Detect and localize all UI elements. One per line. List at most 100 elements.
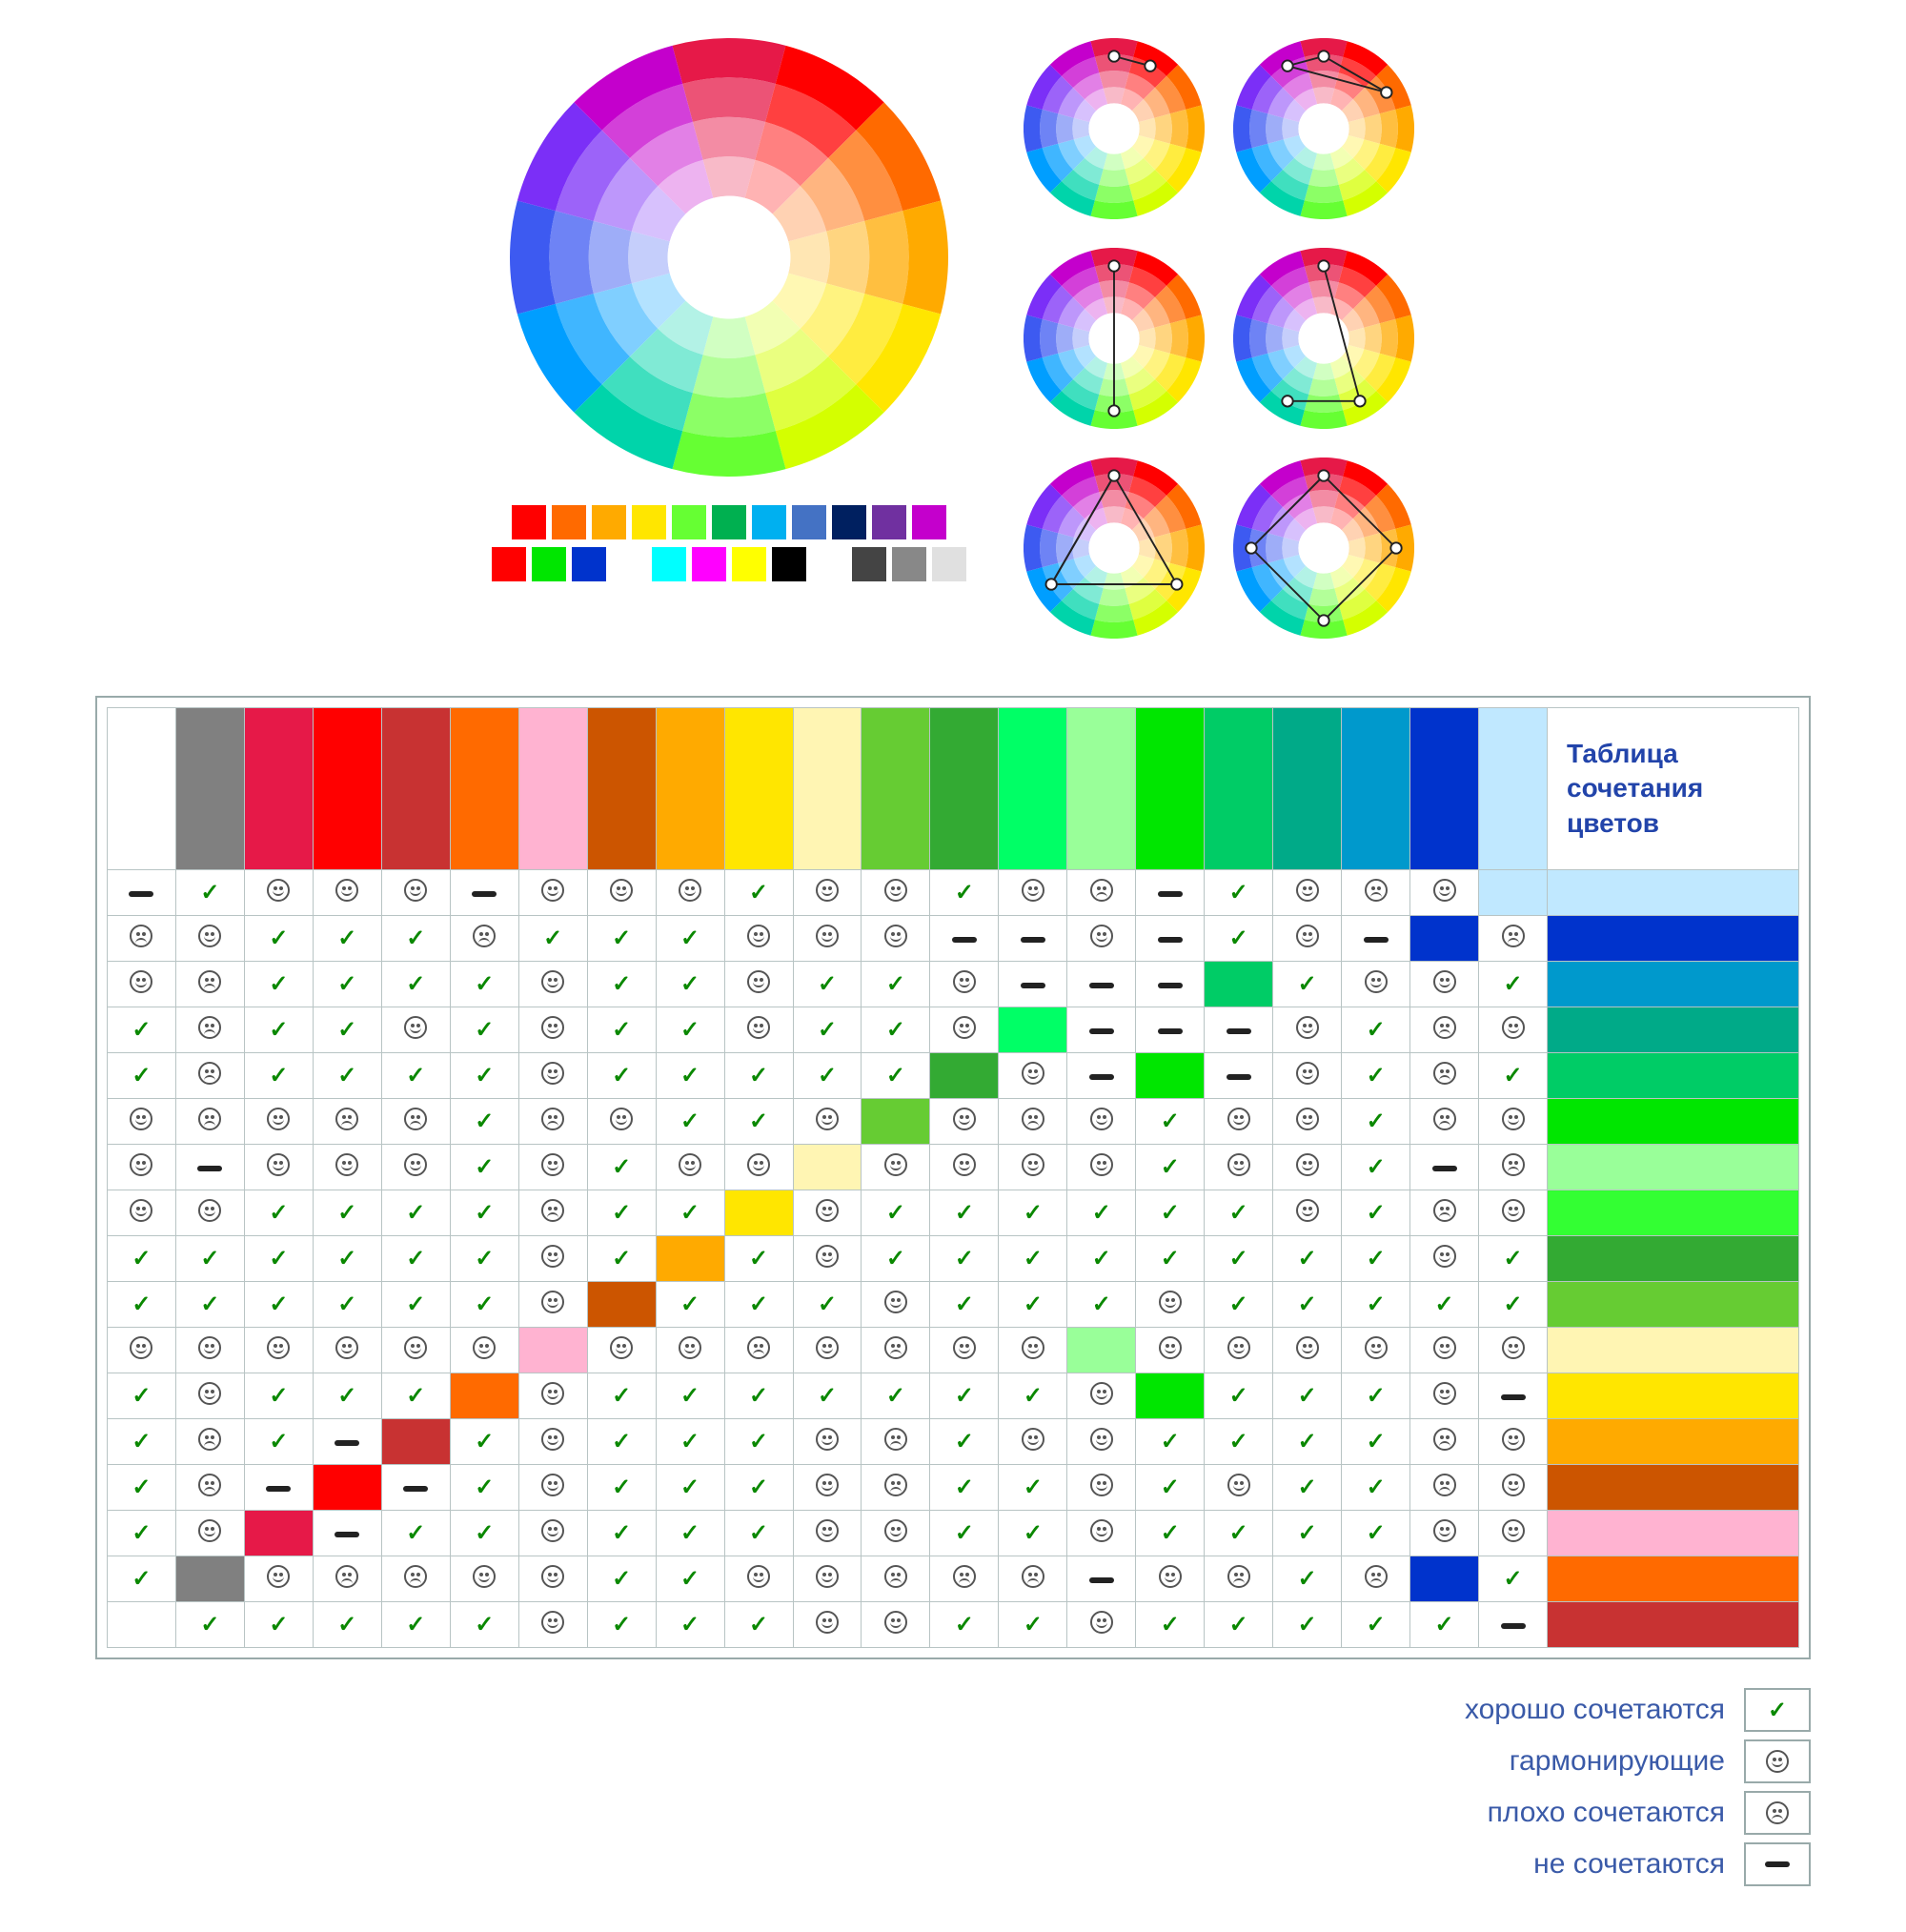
cell-2-4: ✓ [381,962,450,1007]
col-header-4 [381,708,450,870]
legend-row-1: гармонирующие [1239,1739,1811,1783]
cell-8-6 [518,1236,587,1282]
legend-row-3: не сочетаются [1239,1842,1811,1886]
swatch-0-2 [592,505,626,539]
cell-11-11: ✓ [862,1373,930,1419]
cell-2-19 [1410,962,1479,1007]
scheme-split-complementary [1233,248,1414,429]
legend-label: гармонирующие [1510,1745,1725,1778]
cell-14-19 [1410,1511,1479,1556]
legend-symbol [1744,1791,1811,1835]
cell-3-3: ✓ [313,1007,381,1053]
cell-16-17: ✓ [1273,1602,1342,1648]
cell-2-10: ✓ [793,962,862,1007]
color-compatibility-table: Таблица сочетания цветов✓✓✓✓✓✓✓✓✓✓✓✓✓✓✓✓… [107,707,1799,1648]
cell-2-5: ✓ [450,962,518,1007]
table-row: ✓✓✓✓✓✓✓ [108,916,1799,962]
table-title: Таблица сочетания цветов [1548,708,1799,870]
cell-2-2: ✓ [244,962,313,1007]
cell-2-13 [999,962,1067,1007]
cell-14-6 [518,1511,587,1556]
cell-16-6 [518,1602,587,1648]
cell-15-3 [313,1556,381,1602]
cell-14-14 [1067,1511,1136,1556]
cell-1-18 [1342,916,1410,962]
cell-4-5: ✓ [450,1053,518,1099]
scheme-grid [1024,38,1414,639]
cell-4-1 [175,1053,244,1099]
cell-10-15 [1136,1328,1205,1373]
cell-2-1 [175,962,244,1007]
cell-3-4 [381,1007,450,1053]
cell-7-4: ✓ [381,1190,450,1236]
cell-13-2 [244,1465,313,1511]
cell-11-2: ✓ [244,1373,313,1419]
col-header-14 [1067,708,1136,870]
cell-0-20 [1479,870,1548,916]
cell-3-0: ✓ [108,1007,176,1053]
cell-15-10 [793,1556,862,1602]
cell-11-12: ✓ [930,1373,999,1419]
cell-11-19 [1410,1373,1479,1419]
row-color-6 [1548,1145,1799,1190]
table-row: ✓✓✓✓✓ [108,1099,1799,1145]
cell-9-3: ✓ [313,1282,381,1328]
swatch-1-5 [692,547,726,581]
cell-3-17 [1273,1007,1342,1053]
cell-0-15 [1136,870,1205,916]
cell-1-14 [1067,916,1136,962]
row-color-13 [1548,1465,1799,1511]
swatch-1-8 [812,547,846,581]
cell-14-3 [313,1511,381,1556]
table-row: ✓✓✓✓✓✓✓✓✓✓✓ [108,1419,1799,1465]
swatch-rows [492,505,966,589]
cell-11-20 [1479,1373,1548,1419]
cell-6-15: ✓ [1136,1145,1205,1190]
cell-11-7: ✓ [587,1373,656,1419]
cell-13-1 [175,1465,244,1511]
cell-9-7 [587,1282,656,1328]
cell-13-19 [1410,1465,1479,1511]
cell-7-2: ✓ [244,1190,313,1236]
cell-13-5: ✓ [450,1465,518,1511]
cell-2-7: ✓ [587,962,656,1007]
cell-14-0: ✓ [108,1511,176,1556]
cell-7-11: ✓ [862,1190,930,1236]
cell-2-18 [1342,962,1410,1007]
cell-0-17 [1273,870,1342,916]
cell-5-9: ✓ [724,1099,793,1145]
cell-0-5 [450,870,518,916]
cell-4-19 [1410,1053,1479,1099]
cell-6-5: ✓ [450,1145,518,1190]
cell-10-0 [108,1328,176,1373]
cell-15-16 [1205,1556,1273,1602]
cell-11-10: ✓ [793,1373,862,1419]
cell-9-5: ✓ [450,1282,518,1328]
col-header-1 [175,708,244,870]
cell-10-19 [1410,1328,1479,1373]
cell-7-6 [518,1190,587,1236]
cell-4-15 [1136,1053,1205,1099]
cell-6-3 [313,1145,381,1190]
cell-14-16: ✓ [1205,1511,1273,1556]
cell-5-8: ✓ [656,1099,724,1145]
col-header-13 [999,708,1067,870]
swatch-1-7 [772,547,806,581]
cell-10-11 [862,1328,930,1373]
cell-16-8: ✓ [656,1602,724,1648]
row-color-8 [1548,1236,1799,1282]
cell-12-17: ✓ [1273,1419,1342,1465]
swatch-1-11 [932,547,966,581]
cell-14-15: ✓ [1136,1511,1205,1556]
col-header-20 [1479,708,1548,870]
cell-12-10 [793,1419,862,1465]
cell-7-7: ✓ [587,1190,656,1236]
cell-8-1: ✓ [175,1236,244,1282]
color-wheel-main [510,38,948,477]
cell-3-1 [175,1007,244,1053]
cell-2-8: ✓ [656,962,724,1007]
cell-3-6 [518,1007,587,1053]
table-row: ✓✓✓✓ [108,870,1799,916]
row-color-3 [1548,1007,1799,1053]
cell-4-9: ✓ [724,1053,793,1099]
